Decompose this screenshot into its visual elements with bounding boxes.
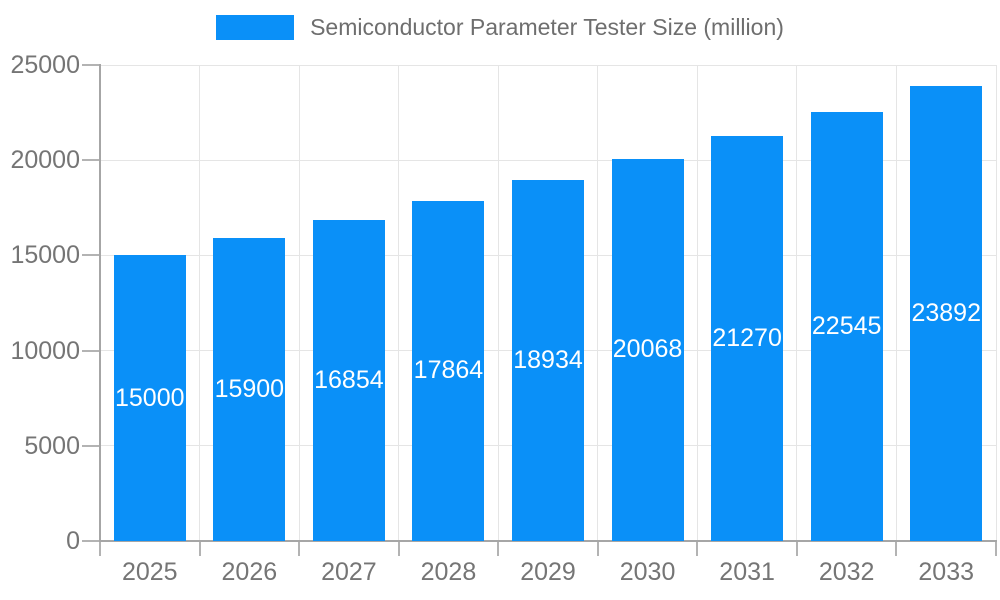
x-axis-tick-label: 2033 — [918, 558, 975, 586]
x-axis-line — [99, 540, 997, 542]
v-gridline — [796, 65, 798, 541]
bar-value-label: 15900 — [214, 375, 285, 404]
v-gridline — [298, 65, 300, 541]
bar-value-label: 15000 — [115, 383, 185, 412]
x-axis-tick — [497, 541, 500, 556]
x-axis-tick — [298, 541, 301, 556]
y-axis-tick-label: 0 — [66, 527, 80, 555]
h-gridline — [100, 64, 996, 66]
x-axis-tick — [99, 541, 101, 556]
legend-item[interactable]: Semiconductor Parameter Tester Size (mil… — [216, 14, 784, 41]
x-axis-tick-label: 2031 — [719, 558, 775, 586]
x-axis-tick — [696, 541, 699, 556]
y-axis-line — [99, 64, 101, 541]
x-axis-tick-label: 2029 — [520, 558, 576, 586]
bar: 17864 — [412, 200, 485, 541]
bar: 21270 — [711, 136, 784, 541]
y-axis-tick-label: 25000 — [10, 51, 80, 79]
v-gridline — [398, 65, 400, 541]
h-gridline — [100, 159, 996, 161]
x-axis-tick-label: 2032 — [818, 558, 875, 586]
y-axis-tick — [82, 254, 100, 257]
bar-value-label: 23892 — [911, 299, 981, 328]
bar: 16854 — [312, 220, 385, 541]
x-axis-tick — [795, 541, 798, 556]
bar-value-label: 21270 — [712, 324, 782, 352]
x-axis-tick-label: 2026 — [221, 558, 278, 586]
x-axis-tick-label: 2025 — [121, 558, 178, 586]
bar: 20068 — [611, 158, 684, 541]
y-axis-tick-label: 15000 — [10, 241, 80, 270]
bar: 15900 — [213, 238, 286, 541]
y-axis-tick-label: 10000 — [10, 336, 80, 365]
bar-value-label: 17864 — [413, 356, 484, 385]
v-gridline — [199, 65, 201, 541]
chart-legend: Semiconductor Parameter Tester Size (mil… — [0, 14, 1000, 41]
bar: 18934 — [512, 180, 584, 541]
y-axis-tick-label: 20000 — [10, 146, 80, 175]
bar: 23892 — [910, 86, 983, 541]
v-gridline — [995, 65, 997, 541]
bar-value-label: 18934 — [513, 346, 583, 375]
x-axis-tick — [995, 541, 997, 556]
legend-label: Semiconductor Parameter Tester Size (mil… — [310, 14, 784, 40]
x-axis-tick-label: 2028 — [420, 558, 477, 586]
v-gridline — [696, 65, 698, 541]
x-axis-tick — [596, 541, 599, 556]
y-axis-tick — [82, 540, 100, 542]
bar: 15000 — [113, 255, 186, 541]
y-axis-tick — [82, 444, 100, 447]
v-gridline — [497, 65, 499, 541]
bar-value-label: 16854 — [314, 366, 384, 395]
y-axis-tick-label: 5000 — [24, 431, 80, 460]
x-axis-tick — [895, 541, 898, 556]
x-axis-tick — [198, 541, 201, 556]
v-gridline — [597, 65, 599, 541]
y-axis-tick — [82, 64, 100, 66]
bar-value-label: 20068 — [612, 335, 683, 364]
v-gridline — [895, 65, 897, 541]
legend-swatch — [216, 15, 295, 40]
bar: 22545 — [810, 111, 883, 541]
y-axis-tick — [82, 159, 100, 162]
x-axis-tick-label: 2030 — [619, 558, 676, 586]
y-axis-tick — [82, 349, 100, 352]
x-axis-tick-label: 2027 — [321, 558, 377, 586]
x-axis-tick — [397, 541, 400, 556]
bar-value-label: 22545 — [811, 311, 882, 340]
